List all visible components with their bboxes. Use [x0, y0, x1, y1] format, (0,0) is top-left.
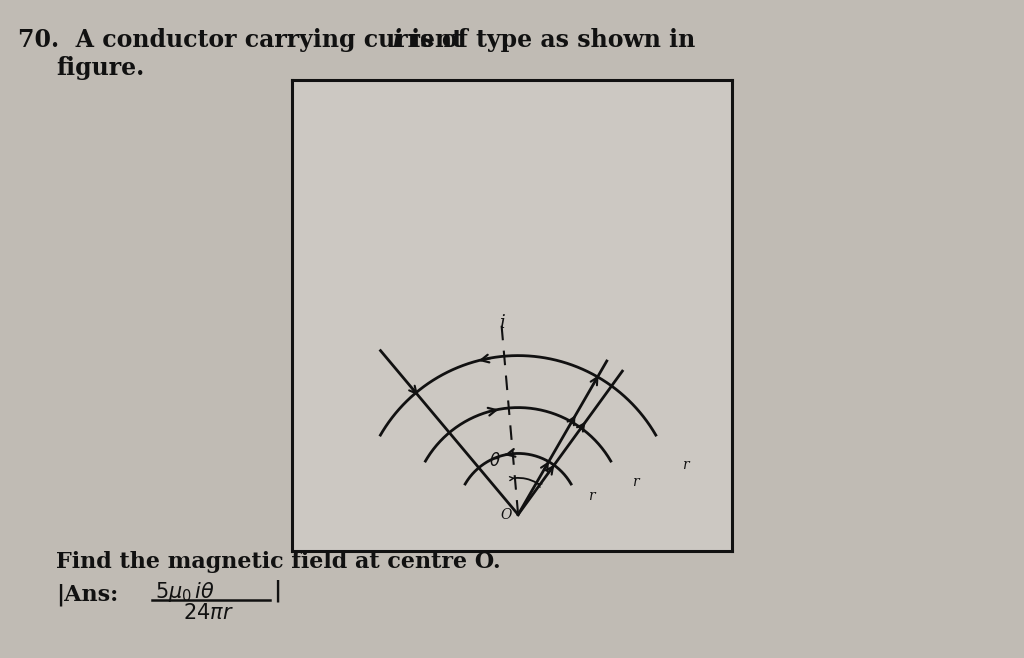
Text: |Ans:: |Ans: — [56, 583, 118, 605]
Text: r: r — [682, 459, 688, 472]
Text: $\theta$: $\theta$ — [488, 451, 501, 470]
Text: i: i — [392, 28, 401, 52]
Text: r: r — [589, 489, 595, 503]
Text: $24\pi r$: $24\pi r$ — [183, 603, 233, 623]
Text: figure.: figure. — [56, 56, 144, 80]
Text: $5\mu_0\, i\theta$: $5\mu_0\, i\theta$ — [155, 580, 215, 604]
Text: r: r — [632, 474, 639, 488]
Text: |: | — [273, 580, 282, 603]
Text: O: O — [500, 509, 512, 522]
Text: Find the magnetic field at centre O.: Find the magnetic field at centre O. — [56, 551, 501, 573]
Text: 70.  A conductor carrying current: 70. A conductor carrying current — [18, 28, 471, 52]
Text: i: i — [500, 314, 505, 332]
Text: is of type as shown in: is of type as shown in — [403, 28, 695, 52]
